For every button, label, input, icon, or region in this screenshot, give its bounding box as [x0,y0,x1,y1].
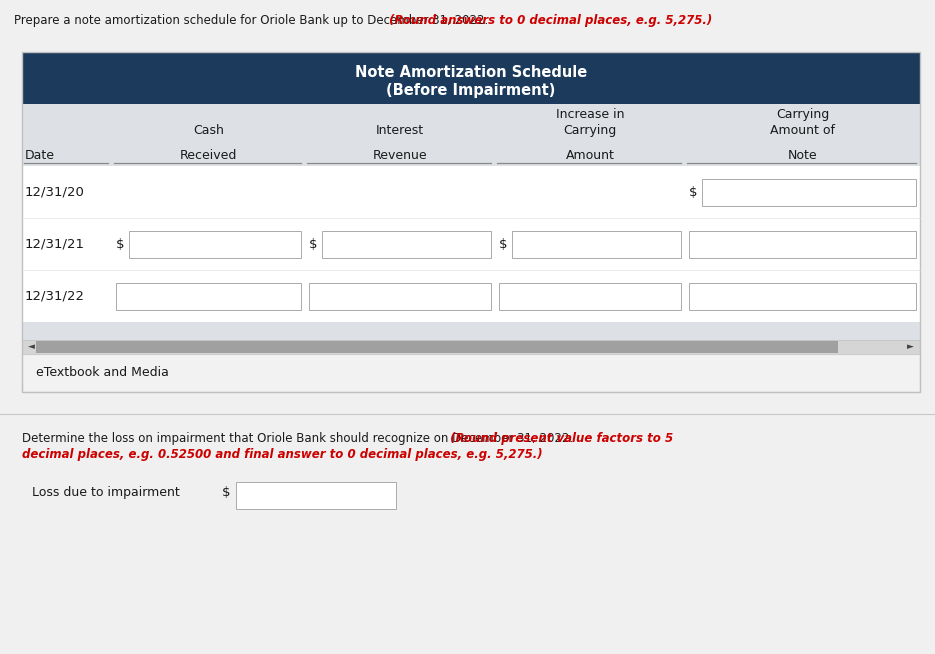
Text: Date: Date [25,149,55,162]
Text: $: $ [222,486,231,499]
FancyBboxPatch shape [322,230,491,258]
FancyBboxPatch shape [22,166,920,218]
Text: Increase in: Increase in [555,108,625,121]
Text: $: $ [309,237,318,250]
FancyBboxPatch shape [22,52,920,104]
FancyBboxPatch shape [22,322,920,340]
Text: Carrying: Carrying [776,108,829,121]
Text: Note Amortization Schedule: Note Amortization Schedule [355,65,587,80]
Text: Amount of: Amount of [770,124,835,137]
Text: Note: Note [787,149,817,162]
Text: Prepare a note amortization schedule for Oriole Bank up to December 31, 2022.: Prepare a note amortization schedule for… [14,14,488,27]
Text: Carrying: Carrying [564,124,616,137]
Text: $: $ [689,186,698,199]
Text: Amount: Amount [566,149,614,162]
Text: (Before Impairment): (Before Impairment) [386,83,555,98]
FancyBboxPatch shape [22,104,920,166]
FancyBboxPatch shape [702,179,916,205]
FancyBboxPatch shape [309,283,491,309]
FancyBboxPatch shape [512,230,681,258]
Text: (Round present value factors to 5: (Round present value factors to 5 [446,432,673,445]
Text: $: $ [116,237,124,250]
Text: 12/31/22: 12/31/22 [25,290,85,303]
Text: Cash: Cash [193,124,224,137]
Text: Revenue: Revenue [373,149,427,162]
FancyBboxPatch shape [129,230,301,258]
Text: $: $ [499,237,508,250]
FancyBboxPatch shape [116,283,301,309]
FancyBboxPatch shape [689,230,916,258]
FancyBboxPatch shape [22,354,920,392]
Text: 12/31/21: 12/31/21 [25,237,85,250]
Text: Loss due to impairment: Loss due to impairment [32,486,180,499]
Text: eTextbook and Media: eTextbook and Media [36,366,169,379]
FancyBboxPatch shape [36,341,838,353]
FancyBboxPatch shape [689,283,916,309]
Text: decimal places, e.g. 0.52500 and final answer to 0 decimal places, e.g. 5,275.): decimal places, e.g. 0.52500 and final a… [22,448,542,461]
FancyBboxPatch shape [22,340,920,354]
Text: ◄: ◄ [28,343,35,351]
Text: ►: ► [907,343,914,351]
Text: Received: Received [180,149,237,162]
FancyBboxPatch shape [22,218,920,270]
FancyBboxPatch shape [499,283,681,309]
FancyBboxPatch shape [22,270,920,322]
Text: (Round answers to 0 decimal places, e.g. 5,275.): (Round answers to 0 decimal places, e.g.… [385,14,712,27]
Text: 12/31/20: 12/31/20 [25,186,85,199]
Text: Interest: Interest [376,124,424,137]
FancyBboxPatch shape [236,482,396,509]
Text: Determine the loss on impairment that Oriole Bank should recognize on December 3: Determine the loss on impairment that Or… [22,432,573,445]
